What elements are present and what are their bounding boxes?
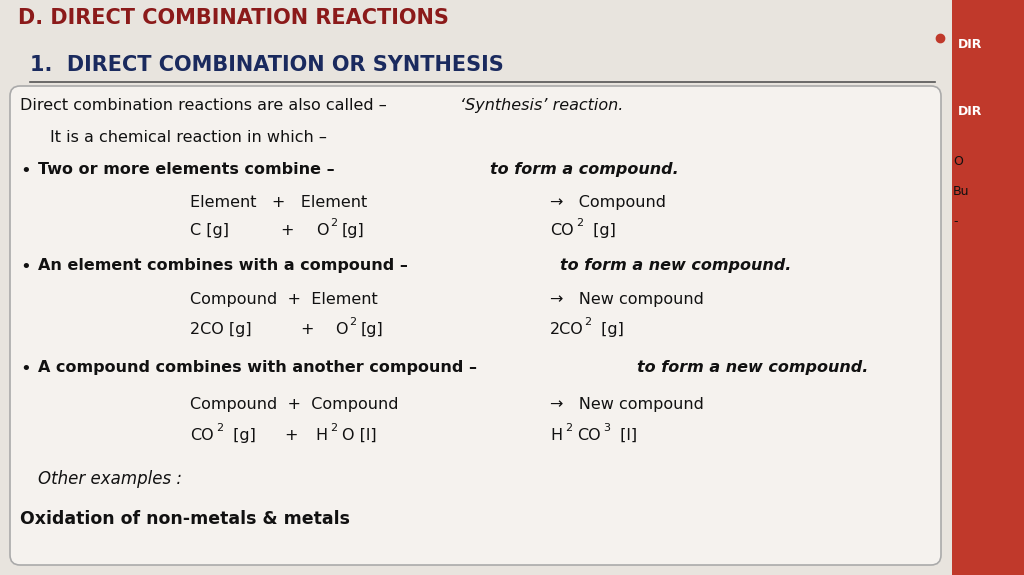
Text: •: • [20, 162, 31, 180]
Text: O: O [953, 155, 963, 168]
Text: →   Compound: → Compound [550, 195, 666, 210]
Text: →   New compound: → New compound [550, 397, 703, 412]
Text: C [g]: C [g] [190, 223, 229, 238]
Text: Bu: Bu [953, 185, 970, 198]
Text: CO: CO [190, 428, 214, 443]
Text: +: + [280, 223, 294, 238]
Text: An element combines with a compound –: An element combines with a compound – [38, 258, 414, 273]
Text: [g]: [g] [596, 322, 624, 337]
Text: •: • [20, 258, 31, 276]
Text: D. DIRECT COMBINATION REACTIONS: D. DIRECT COMBINATION REACTIONS [18, 8, 449, 28]
Text: [g]: [g] [361, 322, 384, 337]
Text: 2: 2 [565, 423, 572, 433]
Text: Oxidation of non-metals & metals: Oxidation of non-metals & metals [20, 510, 350, 528]
Text: [l]: [l] [615, 428, 637, 443]
Text: to form a new compound.: to form a new compound. [637, 360, 868, 375]
Text: [g]: [g] [228, 428, 256, 443]
Text: A compound combines with another compound –: A compound combines with another compoun… [38, 360, 482, 375]
Text: It is a chemical reaction in which –: It is a chemical reaction in which – [50, 130, 327, 145]
Text: O [l]: O [l] [342, 428, 377, 443]
Text: 2: 2 [330, 423, 337, 433]
Text: Other examples :: Other examples : [38, 470, 182, 488]
Text: O: O [335, 322, 347, 337]
Text: 2: 2 [349, 317, 356, 327]
Text: H: H [550, 428, 562, 443]
Text: 2: 2 [584, 317, 591, 327]
Text: 3: 3 [603, 423, 610, 433]
Text: [g]: [g] [588, 223, 615, 238]
Text: to form a compound.: to form a compound. [490, 162, 679, 177]
Text: [g]: [g] [342, 223, 365, 238]
Text: Element   +   Element: Element + Element [190, 195, 368, 210]
Text: DIR: DIR [958, 38, 982, 51]
Text: DIR: DIR [958, 105, 982, 118]
Text: →   New compound: → New compound [550, 292, 703, 307]
Text: 2CO: 2CO [550, 322, 584, 337]
Text: CO: CO [550, 223, 573, 238]
Text: +: + [300, 322, 313, 337]
Text: CO: CO [577, 428, 601, 443]
FancyBboxPatch shape [10, 86, 941, 565]
Text: 2CO [g]: 2CO [g] [190, 322, 252, 337]
Text: Compound  +  Compound: Compound + Compound [190, 397, 398, 412]
Text: 2: 2 [216, 423, 223, 433]
Text: -: - [953, 215, 957, 228]
Text: O: O [316, 223, 329, 238]
Text: 2: 2 [575, 218, 583, 228]
FancyBboxPatch shape [952, 0, 1024, 575]
Text: to form a new compound.: to form a new compound. [560, 258, 792, 273]
Text: 1.  DIRECT COMBINATION OR SYNTHESIS: 1. DIRECT COMBINATION OR SYNTHESIS [30, 55, 504, 75]
Text: Two or more elements combine –: Two or more elements combine – [38, 162, 340, 177]
Text: Direct combination reactions are also called –: Direct combination reactions are also ca… [20, 98, 392, 113]
Text: +: + [284, 428, 298, 443]
Text: H: H [315, 428, 327, 443]
Text: •: • [20, 360, 31, 378]
Text: Compound  +  Element: Compound + Element [190, 292, 378, 307]
Text: 2: 2 [330, 218, 337, 228]
Text: ‘Synthesis’ reaction.: ‘Synthesis’ reaction. [460, 98, 624, 113]
